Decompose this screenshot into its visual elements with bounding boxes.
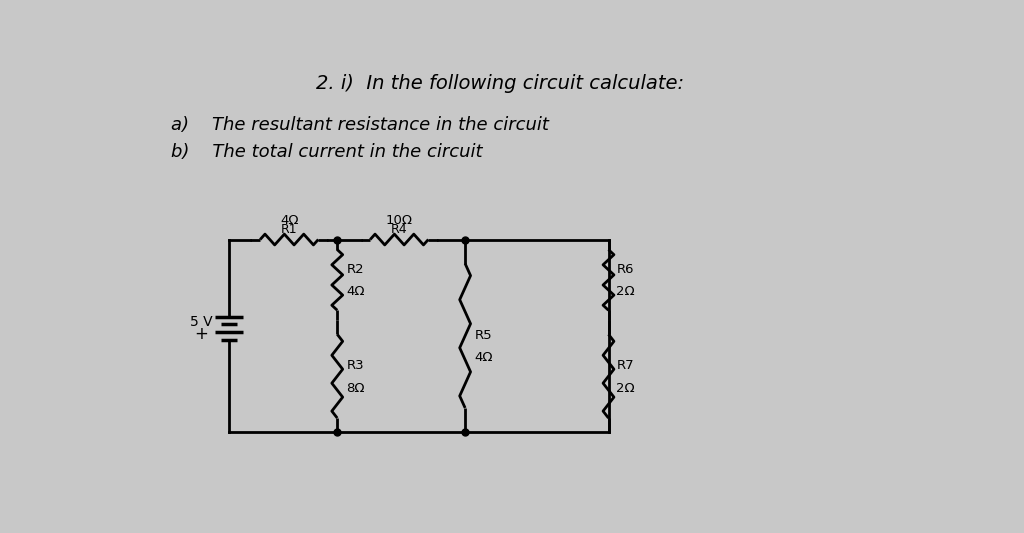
Text: R1: R1 (281, 223, 298, 237)
Text: b)    The total current in the circuit: b) The total current in the circuit (171, 143, 482, 161)
Text: 10Ω: 10Ω (386, 214, 413, 227)
Text: 2Ω: 2Ω (616, 285, 635, 298)
Text: R2: R2 (346, 263, 365, 276)
Text: R6: R6 (616, 263, 634, 276)
Text: R3: R3 (346, 359, 365, 373)
Text: 4Ω: 4Ω (280, 214, 298, 227)
Text: 2Ω: 2Ω (616, 382, 635, 394)
Text: R4: R4 (391, 223, 408, 237)
Text: 8Ω: 8Ω (346, 382, 365, 394)
Text: R7: R7 (616, 359, 634, 373)
Text: a)    The resultant resistance in the circuit: a) The resultant resistance in the circu… (171, 116, 549, 134)
Text: 5 V: 5 V (190, 315, 213, 329)
Text: 2. i)  In the following circuit calculate:: 2. i) In the following circuit calculate… (316, 74, 684, 93)
Text: 4Ω: 4Ω (474, 351, 493, 364)
Text: 4Ω: 4Ω (346, 285, 365, 298)
Text: +: + (195, 325, 209, 343)
Text: R5: R5 (474, 328, 493, 342)
